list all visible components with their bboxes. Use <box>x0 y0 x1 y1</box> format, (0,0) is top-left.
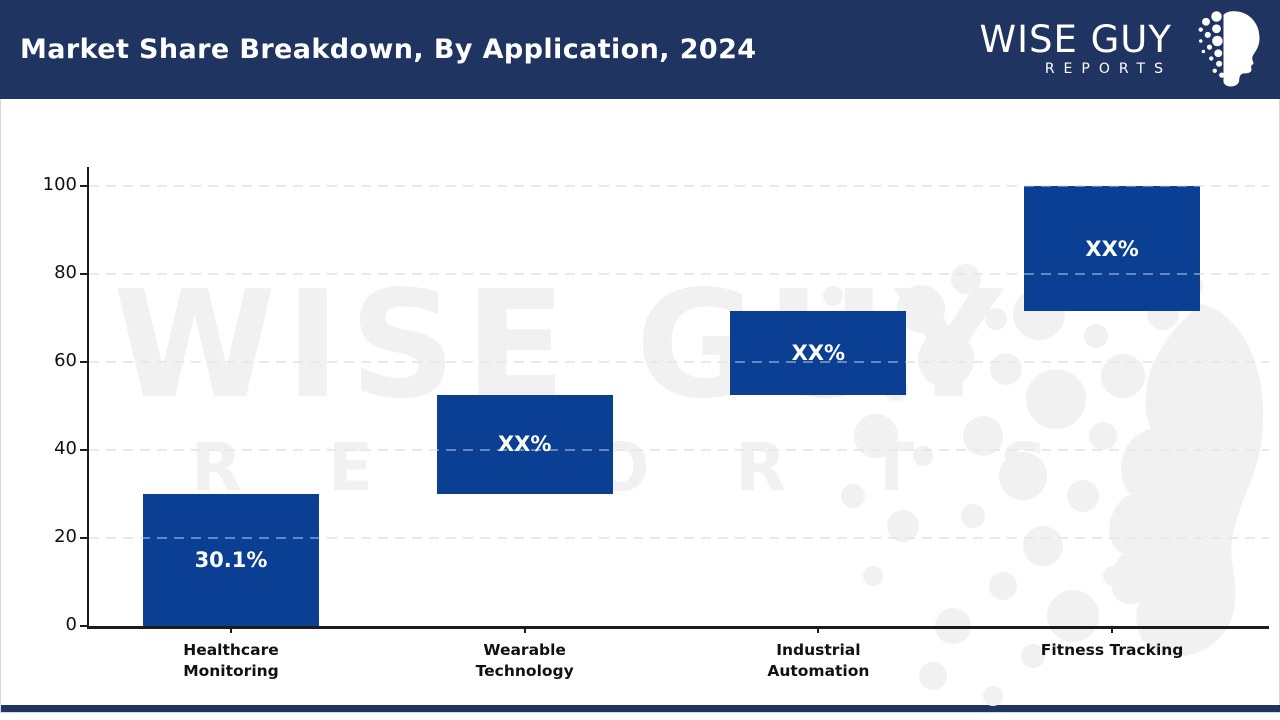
watermark-face-icon <box>823 244 1264 706</box>
header-bar: Market Share Breakdown, By Application, … <box>0 0 1280 99</box>
brand-logo: WISE GUY REPORTS <box>980 6 1264 90</box>
gridline-overlay <box>89 449 1269 451</box>
gridline <box>89 361 1269 363</box>
gridline <box>89 449 1269 451</box>
x-category-label: Healthcare Monitoring <box>183 641 279 680</box>
x-tick <box>523 626 526 633</box>
x-tick <box>1111 626 1114 633</box>
y-tick-label: 80 <box>54 262 77 283</box>
x-category-label: Fitness Tracking <box>1040 641 1184 659</box>
y-tick-label: 40 <box>54 438 77 459</box>
bar: 30.1% <box>143 493 319 626</box>
bar: XX% <box>1024 186 1201 312</box>
bar: XX% <box>436 394 613 494</box>
chart-title: Market Share Breakdown, By Application, … <box>20 34 757 65</box>
brand-name: WISE GUY <box>979 17 1172 61</box>
x-tick <box>817 626 820 633</box>
bar: XX% <box>730 311 907 395</box>
y-tick <box>80 185 89 187</box>
y-tick <box>80 625 89 627</box>
watermark-text-2: REPORTS <box>191 429 1134 506</box>
bar-value-label: 30.1% <box>194 547 268 572</box>
y-tick <box>80 361 89 363</box>
bar-value-label: XX% <box>1085 236 1139 261</box>
y-tick-label: 60 <box>54 350 77 371</box>
y-tick <box>80 449 89 451</box>
y-axis <box>87 167 89 628</box>
wise-guy-face-icon <box>1198 11 1260 87</box>
gridline <box>89 273 1269 275</box>
gridline-overlay <box>89 185 1269 187</box>
x-category-label: Wearable Technology <box>475 641 574 680</box>
y-tick-label: 20 <box>54 526 77 547</box>
gridline-overlay <box>89 537 1269 539</box>
bar-value-label: XX% <box>791 340 846 365</box>
x-axis <box>87 626 1269 629</box>
gridline <box>89 185 1269 187</box>
footer-accent-bar <box>1 705 1280 712</box>
brand-subtitle: REPORTS <box>1044 60 1172 77</box>
y-tick <box>80 273 89 275</box>
bar-value-label: XX% <box>497 432 552 457</box>
gridline-overlay <box>89 273 1269 275</box>
x-tick <box>230 626 232 633</box>
x-category-label: Industrial Automation <box>767 641 870 680</box>
brand-logo-text: WISE GUY REPORTS <box>979 17 1172 77</box>
chart-area: WISE GUY REPORTS 30.1% Healthcare Moni <box>0 99 1280 713</box>
gridline-overlay <box>89 361 1269 363</box>
y-tick-label: 100 <box>42 174 77 195</box>
gridline <box>89 537 1269 539</box>
y-tick <box>80 537 89 539</box>
y-tick-label: 0 <box>65 614 77 635</box>
